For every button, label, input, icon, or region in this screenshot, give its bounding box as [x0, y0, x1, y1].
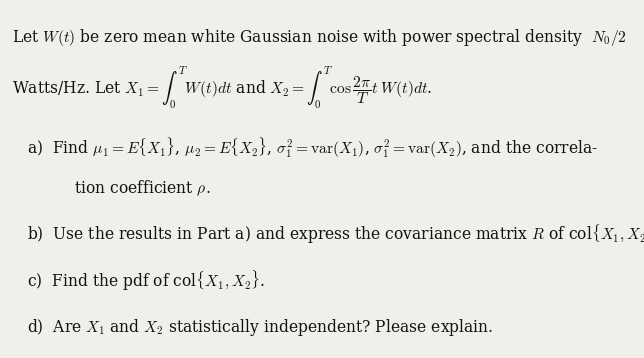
Text: c)  Find the pdf of col$\{X_1, X_2\}$.: c) Find the pdf of col$\{X_1, X_2\}$.: [27, 269, 265, 293]
Text: Watts/Hz. Let $X_1 = \int_0^T W(t)dt$ and $X_2 = \int_0^T \cos\dfrac{2\pi}{T}t\;: Watts/Hz. Let $X_1 = \int_0^T W(t)dt$ an…: [12, 64, 432, 111]
Text: b)  Use the results in Part a) and express the covariance matrix $R$ of col$\{X_: b) Use the results in Part a) and expres…: [27, 223, 644, 246]
Text: Let $W(t)$ be zero mean white Gaussian noise with power spectral density  $N_0/2: Let $W(t)$ be zero mean white Gaussian n…: [12, 27, 627, 48]
Text: tion coefficient $\rho$.: tion coefficient $\rho$.: [74, 178, 211, 198]
Text: a)  Find $\mu_1 = E\{X_1\}$, $\mu_2 = E\{X_2\}$, $\sigma_1^2 = \mathrm{var}(X_1): a) Find $\mu_1 = E\{X_1\}$, $\mu_2 = E\{…: [27, 137, 598, 160]
Text: d)  Are $X_1$ and $X_2$ statistically independent? Please explain.: d) Are $X_1$ and $X_2$ statistically ind…: [27, 317, 493, 338]
